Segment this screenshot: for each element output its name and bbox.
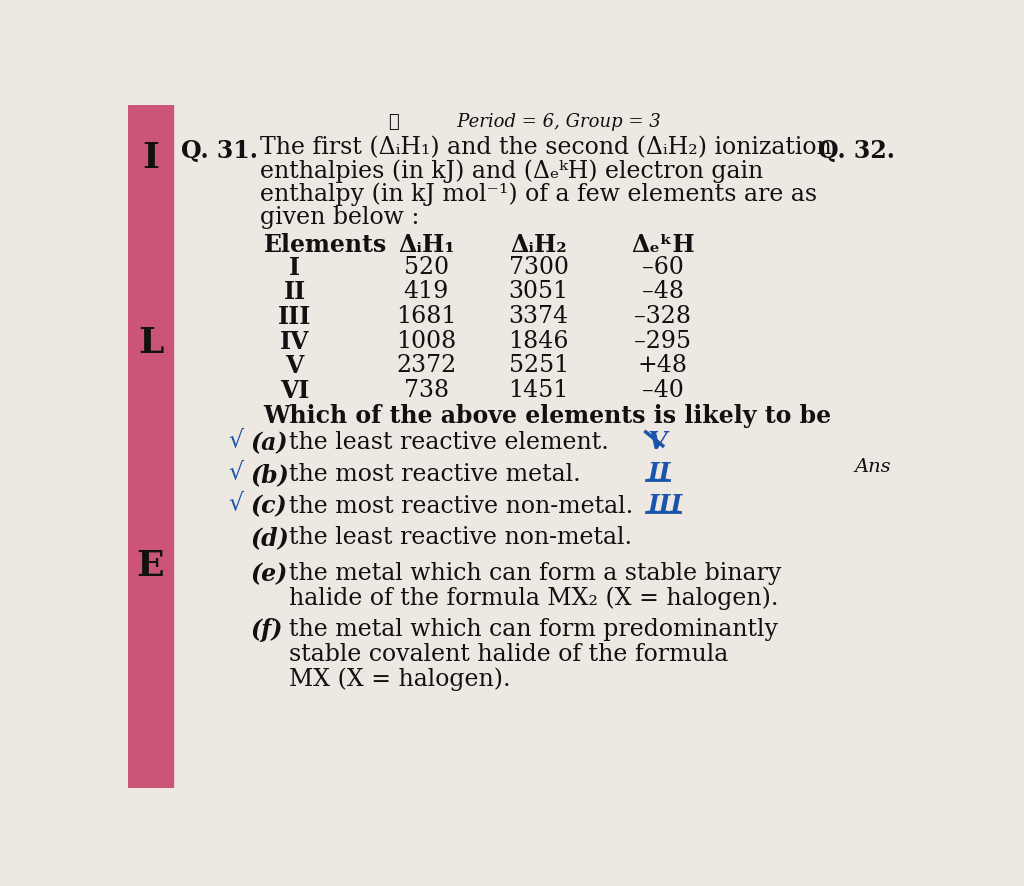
Text: 738: 738	[403, 378, 449, 401]
Text: the most reactive metal.: the most reactive metal.	[289, 462, 581, 486]
Text: –40: –40	[642, 378, 684, 401]
Text: The first (ΔᵢH₁) and the second (ΔᵢH₂) ionization: The first (ΔᵢH₁) and the second (ΔᵢH₂) i…	[260, 136, 831, 159]
Text: enthalpies (in kJ) and (ΔₑᵏH) electron gain: enthalpies (in kJ) and (ΔₑᵏH) electron g…	[260, 159, 763, 183]
Text: 5251: 5251	[509, 354, 569, 377]
Text: E: E	[136, 548, 164, 582]
Text: –295: –295	[634, 330, 691, 353]
Text: 3051: 3051	[509, 280, 568, 303]
Text: Q. 32.: Q. 32.	[818, 138, 895, 163]
Text: halide of the formula MX₂ (X = halogen).: halide of the formula MX₂ (X = halogen).	[289, 587, 778, 610]
Text: I: I	[289, 255, 300, 279]
Text: 1451: 1451	[509, 378, 569, 401]
Text: V: V	[647, 430, 667, 454]
Text: ΔₑᵏH: ΔₑᵏH	[631, 233, 694, 257]
Text: Elements: Elements	[263, 233, 387, 257]
Text: Q. 31.: Q. 31.	[180, 138, 258, 163]
Text: IV: IV	[280, 330, 309, 354]
Text: +48: +48	[638, 354, 688, 377]
Text: –328: –328	[634, 305, 691, 328]
Text: –48: –48	[642, 280, 684, 303]
Text: Ans: Ans	[855, 458, 891, 476]
Text: –60: –60	[642, 255, 684, 278]
Text: √: √	[228, 428, 244, 451]
Text: (f): (f)	[251, 618, 283, 641]
Text: the most reactive non-metal.: the most reactive non-metal.	[289, 494, 634, 517]
Text: (b): (b)	[251, 462, 289, 486]
Text: enthalpy (in kJ mol⁻¹) of a few elements are as: enthalpy (in kJ mol⁻¹) of a few elements…	[260, 183, 817, 206]
Bar	[128, 106, 173, 789]
Text: √: √	[228, 491, 244, 514]
Text: III: III	[278, 305, 311, 329]
Text: L: L	[138, 325, 163, 360]
Text: (c): (c)	[251, 494, 287, 518]
Text: I: I	[142, 141, 159, 175]
Text: √: √	[228, 459, 244, 482]
Text: 2372: 2372	[396, 354, 457, 377]
Text: the metal which can form a stable binary: the metal which can form a stable binary	[289, 562, 781, 585]
Text: (a): (a)	[251, 431, 288, 455]
Text: ΔᵢH₁: ΔᵢH₁	[398, 233, 455, 257]
Text: 520: 520	[403, 255, 449, 278]
Text: 3374: 3374	[509, 305, 568, 328]
Text: the metal which can form predominantly: the metal which can form predominantly	[289, 618, 778, 641]
Text: II: II	[647, 461, 671, 485]
Text: stable covalent halide of the formula: stable covalent halide of the formula	[289, 642, 728, 665]
Text: 1846: 1846	[509, 330, 569, 353]
Text: Which of the above elements is likely to be: Which of the above elements is likely to…	[263, 404, 831, 428]
Text: 1008: 1008	[396, 330, 457, 353]
Text: VI: VI	[280, 378, 309, 402]
Text: (d): (d)	[251, 525, 289, 549]
Text: ΔᵢH₂: ΔᵢH₂	[510, 233, 567, 257]
Text: the least reactive non-metal.: the least reactive non-metal.	[289, 525, 633, 548]
Text: the least reactive element.: the least reactive element.	[289, 431, 609, 454]
Text: II: II	[284, 280, 306, 304]
Text: (e): (e)	[251, 562, 288, 586]
Text: 1681: 1681	[396, 305, 457, 328]
Text: 419: 419	[403, 280, 450, 303]
Text: V: V	[286, 354, 304, 378]
Text: III: III	[647, 493, 683, 517]
Text: ∴          Period = 6, Group = 3: ∴ Period = 6, Group = 3	[389, 113, 660, 131]
Text: 7300: 7300	[509, 255, 568, 278]
Text: given below :: given below :	[260, 206, 419, 229]
Text: MX (X = halogen).: MX (X = halogen).	[289, 667, 511, 690]
